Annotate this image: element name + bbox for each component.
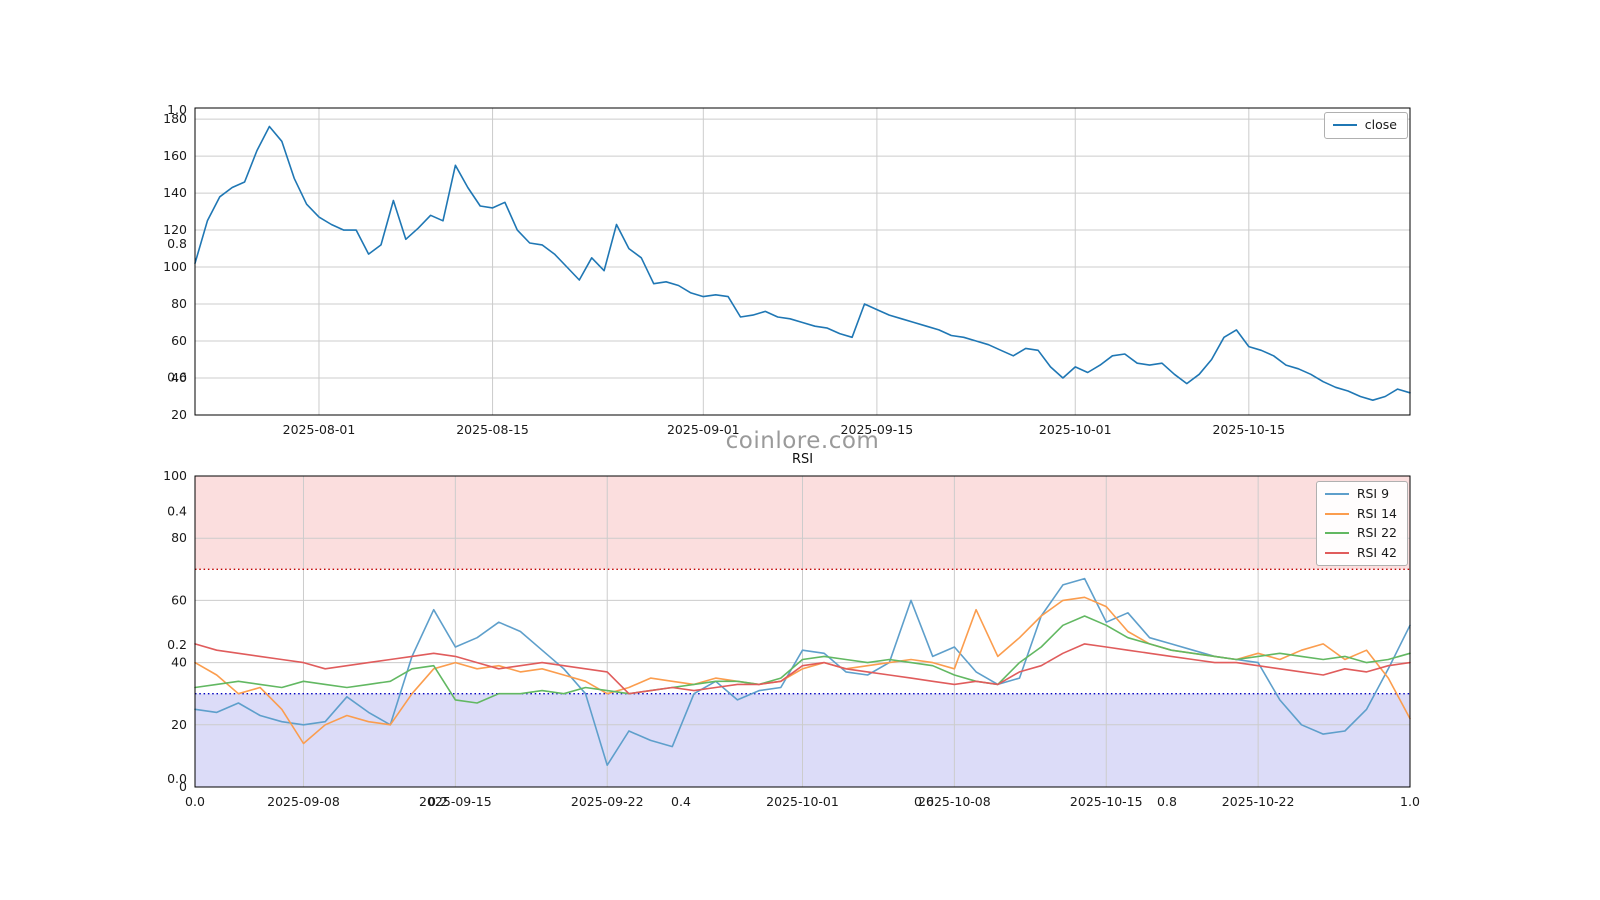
svg-text:2025-10-01: 2025-10-01 — [1039, 422, 1112, 437]
legend-line-swatch-rsi-9 — [1324, 493, 1349, 496]
svg-text:2025-09-01: 2025-09-01 — [667, 422, 740, 437]
legend-label-close: close — [1364, 117, 1397, 132]
svg-text:60: 60 — [171, 592, 187, 607]
svg-text:2025-09-22: 2025-09-22 — [571, 794, 644, 809]
price-legend: close — [1323, 112, 1408, 139]
svg-text:0.4: 0.4 — [167, 503, 187, 518]
legend-label-rsi-14: RSI 14 — [1356, 505, 1397, 521]
svg-text:80: 80 — [171, 530, 187, 545]
svg-text:20: 20 — [171, 717, 187, 732]
svg-text:0.4: 0.4 — [671, 794, 691, 809]
svg-text:140: 140 — [163, 185, 187, 200]
svg-text:0.8: 0.8 — [167, 236, 187, 251]
svg-text:0.6: 0.6 — [914, 794, 934, 809]
svg-text:0: 0 — [179, 779, 187, 794]
svg-text:2025-10-01: 2025-10-01 — [766, 794, 839, 809]
svg-text:40: 40 — [171, 655, 187, 670]
svg-text:0.8: 0.8 — [1157, 794, 1177, 809]
svg-text:0.0: 0.0 — [167, 771, 187, 786]
svg-text:2025-08-01: 2025-08-01 — [283, 422, 356, 437]
svg-text:2025-10-15: 2025-10-15 — [1212, 422, 1285, 437]
legend-label-rsi-42: RSI 42 — [1356, 544, 1397, 560]
svg-text:2025-10-22: 2025-10-22 — [1222, 794, 1295, 809]
svg-text:20: 20 — [171, 407, 187, 422]
svg-text:100: 100 — [163, 468, 187, 483]
svg-text:2025-10-15: 2025-10-15 — [1070, 794, 1143, 809]
svg-text:0.2: 0.2 — [167, 637, 187, 652]
legend-item-rsi-42: RSI 42 — [1324, 544, 1397, 560]
rsi-subplot-title: RSI — [791, 452, 814, 467]
legend-line-swatch-rsi-14 — [1324, 512, 1349, 515]
svg-text:60: 60 — [171, 333, 187, 348]
svg-text:0.2: 0.2 — [428, 794, 448, 809]
svg-text:100: 100 — [163, 259, 187, 274]
svg-text:160: 160 — [163, 148, 187, 163]
rsi-legend: RSI 9 RSI 14 RSI 22 RSI 42 — [1315, 481, 1408, 566]
legend-line-swatch-rsi-22 — [1324, 532, 1349, 535]
svg-text:120: 120 — [163, 222, 187, 237]
svg-text:80: 80 — [171, 296, 187, 311]
legend-item-close: close — [1332, 117, 1397, 132]
legend-item-rsi-14: RSI 14 — [1324, 505, 1397, 521]
svg-text:2025-09-15: 2025-09-15 — [419, 794, 492, 809]
svg-text:2025-08-15: 2025-08-15 — [456, 422, 529, 437]
svg-text:1.0: 1.0 — [167, 102, 187, 117]
svg-text:40: 40 — [171, 370, 187, 385]
svg-text:2025-10-08: 2025-10-08 — [918, 794, 991, 809]
legend-line-swatch-rsi-42 — [1324, 551, 1349, 554]
svg-text:0.0: 0.0 — [185, 794, 205, 809]
svg-text:1.0: 1.0 — [1400, 794, 1420, 809]
legend-label-rsi-22: RSI 22 — [1356, 525, 1397, 540]
legend-line-swatch-close — [1332, 124, 1357, 127]
svg-text:2025-09-15: 2025-09-15 — [841, 422, 914, 437]
svg-text:180: 180 — [163, 111, 187, 126]
legend-item-rsi-9: RSI 9 — [1324, 486, 1397, 501]
watermark: coinlore.com — [725, 428, 880, 454]
legend-item-rsi-22: RSI 22 — [1324, 525, 1397, 540]
svg-text:0.6: 0.6 — [167, 370, 187, 385]
svg-text:2025-09-08: 2025-09-08 — [267, 794, 340, 809]
legend-label-rsi-9: RSI 9 — [1356, 486, 1390, 501]
